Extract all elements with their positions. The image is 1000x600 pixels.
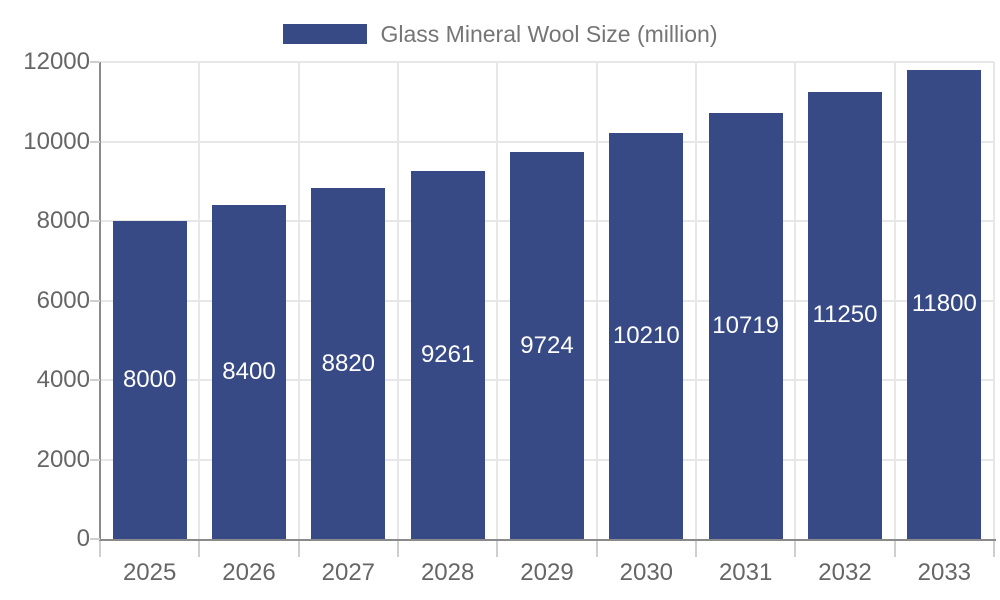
legend-swatch — [282, 24, 367, 44]
gridline-v — [993, 62, 995, 539]
y-axis-tick — [90, 140, 100, 143]
bar-value-label: 10719 — [712, 311, 780, 339]
gridline-v — [595, 62, 598, 539]
x-axis-tick — [794, 541, 797, 557]
gridline-v — [893, 62, 896, 539]
y-axis-tick — [90, 61, 100, 63]
legend-label: Glass Mineral Wool Size (million) — [380, 20, 718, 47]
bar-value-label: 8820 — [321, 349, 376, 377]
bar-value-label: 8400 — [222, 358, 276, 386]
x-tick-label: 2029 — [520, 559, 574, 586]
y-tick-label: 4000 — [36, 366, 90, 393]
bar-value-label: 11250 — [812, 301, 878, 329]
x-tick-label: 2025 — [122, 559, 177, 586]
y-axis-tick — [90, 220, 100, 222]
bar-value-label: 8000 — [122, 366, 177, 393]
gridline-v — [198, 62, 201, 539]
x-axis-tick — [496, 541, 499, 557]
y-axis-line — [99, 62, 101, 557]
bar — [410, 170, 485, 539]
bar — [609, 133, 684, 539]
gridline-v — [297, 62, 300, 539]
y-tick-label: 2000 — [36, 445, 90, 473]
y-axis-tick — [90, 458, 100, 461]
x-axis-tick — [695, 541, 697, 557]
x-tick-label: 2031 — [718, 559, 773, 586]
x-tick-label: 2032 — [818, 559, 872, 586]
gridline-h — [100, 61, 994, 63]
y-tick-label: 0 — [76, 525, 90, 552]
gridline-v — [496, 62, 499, 539]
x-axis-tick — [397, 541, 399, 557]
x-tick-label: 2033 — [917, 559, 972, 586]
x-axis-tick — [893, 541, 896, 557]
plot-area: 8000 8400 8820 9261 9724 10210 10719 11250 11800 — [100, 61, 995, 539]
x-axis-tick — [99, 541, 101, 557]
x-axis-tick — [595, 541, 598, 557]
x-axis-tick — [297, 541, 300, 557]
bar — [311, 188, 386, 539]
y-tick-label: 12000 — [23, 48, 90, 75]
bar — [808, 91, 882, 539]
bar-value-label: 11800 — [911, 290, 977, 318]
y-tick-label: 10000 — [23, 127, 90, 155]
y-axis-tick — [90, 538, 100, 540]
bar-value-label: 9724 — [520, 331, 574, 359]
gridline-h — [100, 140, 994, 143]
x-tick-label: 2030 — [619, 559, 674, 586]
legend: Glass Mineral Wool Size (million) — [0, 14, 1000, 54]
y-tick-label: 8000 — [36, 207, 90, 234]
bar — [112, 221, 187, 539]
x-tick-label: 2026 — [222, 559, 276, 586]
y-tick-label: 6000 — [36, 286, 90, 314]
bar — [907, 69, 982, 539]
bar — [708, 112, 783, 539]
x-axis-line — [99, 539, 996, 541]
x-axis-tick — [993, 541, 995, 557]
x-axis-tick — [198, 541, 201, 557]
x-tick-label: 2028 — [420, 559, 475, 586]
bar-value-label: 10210 — [612, 322, 680, 350]
gridline-v — [695, 62, 697, 539]
bar — [510, 152, 584, 539]
bar — [212, 205, 286, 539]
gridline-v — [397, 62, 399, 539]
x-tick-label: 2027 — [321, 559, 376, 586]
gridline-v — [794, 62, 797, 539]
y-axis-tick — [90, 299, 100, 302]
y-axis-tick — [90, 379, 100, 381]
bar-value-label: 9261 — [420, 340, 475, 368]
